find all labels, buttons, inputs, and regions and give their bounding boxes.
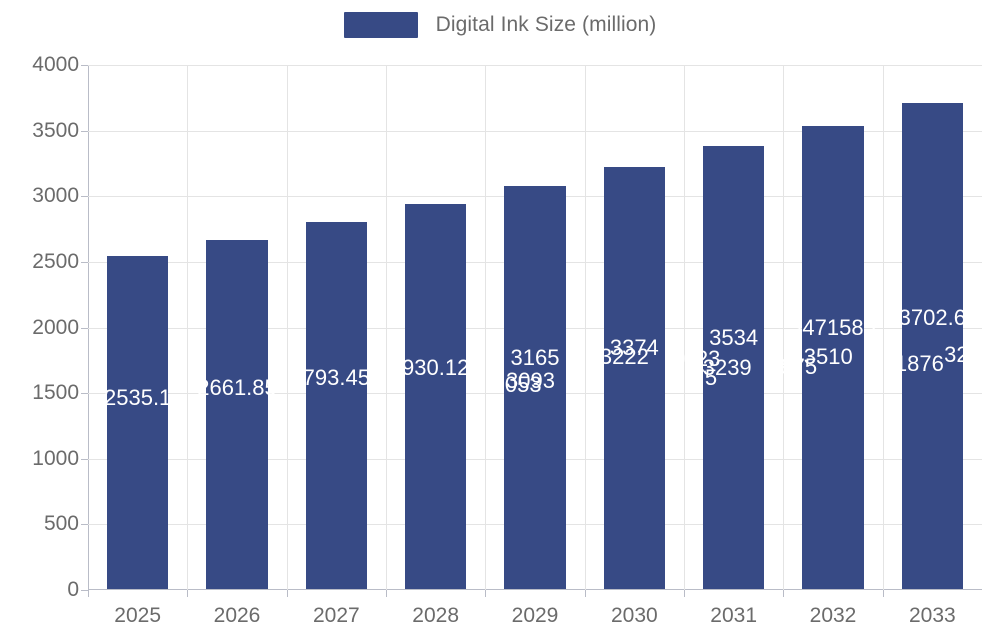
y-gridline — [88, 130, 982, 132]
bar-2032[interactable] — [802, 125, 864, 589]
y-tick-mark — [81, 590, 88, 591]
y-tick-mark — [81, 196, 88, 198]
x-tick-mark — [187, 590, 189, 597]
y-tick-label: 4000 — [32, 53, 79, 76]
x-tick-mark — [286, 590, 288, 597]
y-tick-label: 3500 — [32, 118, 79, 142]
y-tick-mark — [81, 261, 88, 263]
plot-area-wrapper: 0 500 1000 1500 2000 2500 3000 3500 4000 2025 2535… — [0, 50, 1000, 627]
x-tick-label-2032: 2032 — [809, 604, 857, 627]
y-tick-mark — [81, 130, 88, 132]
x-gridline — [187, 65, 189, 590]
x-tick-mark — [783, 590, 785, 597]
x-gridline — [783, 65, 785, 590]
x-tick-mark — [386, 590, 387, 597]
x-tick-label-2029: 2029 — [511, 604, 559, 627]
x-tick-label-2031: 2031 — [710, 604, 758, 627]
legend-swatch-digital-ink-size — [343, 12, 418, 38]
x-tick-mark — [485, 590, 487, 597]
x-tick-mark — [882, 590, 884, 597]
y-tick-label: 500 — [43, 512, 79, 536]
y-tick-label: 2000 — [32, 315, 79, 339]
y-tick-label: 1500 — [32, 381, 79, 405]
y-tick-mark — [81, 458, 88, 460]
legend-label-digital-ink-size: Digital Ink Size (million) — [435, 13, 657, 36]
bar-2031[interactable] — [702, 146, 765, 589]
x-gridline — [882, 65, 884, 590]
bar-2033[interactable] — [901, 103, 964, 589]
plot-area: 0 500 1000 1500 2000 2500 3000 3500 4000 2025 2535… — [32, 53, 993, 627]
x-tick-label-2026: 2026 — [213, 604, 261, 627]
y-tick-mark — [81, 327, 88, 329]
x-gridline — [485, 65, 487, 590]
x-gridline — [386, 65, 387, 590]
y-tick-label: 0 — [67, 578, 79, 601]
bar-2027[interactable] — [305, 222, 368, 589]
y-gridline — [88, 65, 982, 66]
bar-2026[interactable] — [206, 239, 268, 589]
x-tick-label-2030: 2030 — [610, 604, 658, 627]
x-gridline — [684, 65, 685, 590]
x-gridline — [584, 65, 586, 590]
bar-2025[interactable] — [106, 256, 169, 589]
bar-2030[interactable] — [603, 166, 666, 589]
x-tick-label-2033: 2033 — [908, 604, 956, 627]
x-tick-mark — [88, 590, 89, 597]
x-tick-label-2028: 2028 — [412, 604, 460, 627]
y-tick-mark — [81, 65, 88, 66]
x-tick-label-2027: 2027 — [312, 604, 360, 627]
y-tick-mark — [81, 524, 88, 526]
chart-legend: Digital Ink Size (million) — [0, 0, 1000, 50]
x-tick-label-2025: 2025 — [114, 604, 162, 627]
y-tick-label: 2500 — [32, 249, 79, 273]
bar-2029[interactable] — [504, 185, 566, 589]
y-tick-label: 3000 — [32, 184, 79, 208]
x-gridline — [286, 65, 288, 590]
x-axis-line — [88, 589, 982, 590]
bar-2028[interactable] — [404, 204, 467, 589]
y-tick-mark — [81, 393, 88, 395]
y-tick-label: 1000 — [32, 446, 79, 470]
x-tick-mark — [584, 590, 586, 597]
x-tick-mark — [684, 590, 685, 597]
